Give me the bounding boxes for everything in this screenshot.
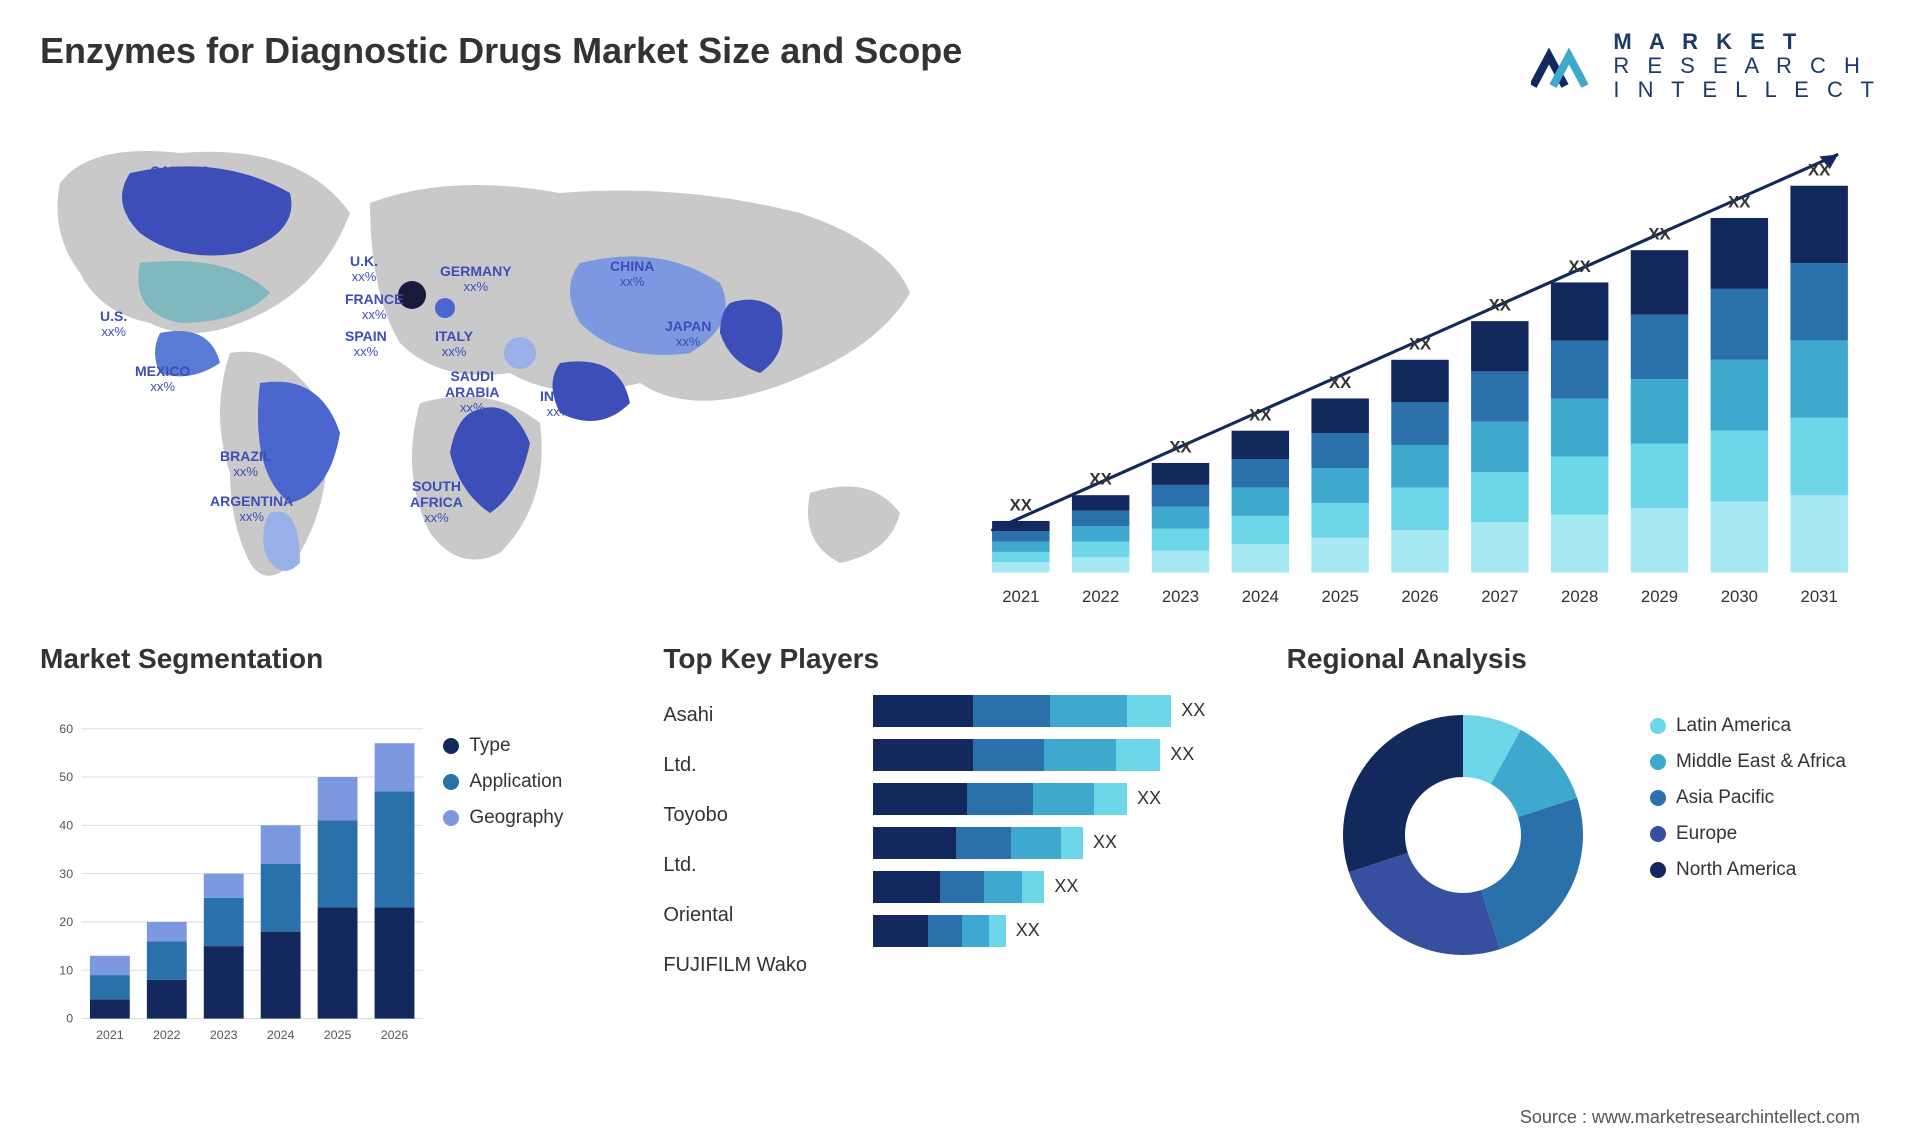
player-value: XX [1054,876,1078,897]
svg-text:2021: 2021 [96,1028,124,1042]
svg-text:2022: 2022 [1082,586,1119,605]
svg-text:2026: 2026 [381,1028,409,1042]
map-label-u-k-: U.K.xx% [350,253,378,284]
svg-text:XX: XX [1489,295,1511,314]
player-value: XX [1170,744,1194,765]
svg-text:XX: XX [1728,192,1750,211]
svg-text:XX: XX [1169,437,1191,456]
player-value: XX [1181,700,1205,721]
map-label-japan: JAPANxx% [665,318,711,349]
map-label-india: INDIAxx% [540,388,578,419]
svg-text:XX: XX [1249,405,1271,424]
region-legend-middle-east-africa: Middle East & Africa [1650,751,1880,773]
main-bar-chart: XX 2021 XX 2022 XX 2023 XX 2024 XX 2025 XX 2026 XX 20… [960,123,1880,625]
svg-text:XX: XX [1648,224,1670,243]
players-panel: Top Key Players Asahi Ltd. Toyobo Ltd. Orien… [663,643,1256,1073]
player-label: Ltd. [663,749,863,781]
segmentation-panel: Market Segmentation 0 10 20 30 40 50 60 2021 202… [40,643,633,1073]
regional-title: Regional Analysis [1287,643,1880,675]
svg-text:20: 20 [59,915,73,929]
svg-text:2023: 2023 [1162,586,1199,605]
map-label-france: FRANCExx% [345,291,403,322]
logo-line-2: R E S E A R C H [1613,54,1880,78]
svg-text:2024: 2024 [1242,586,1279,605]
seg-legend-type: Type [443,735,633,757]
page-title: Enzymes for Diagnostic Drugs Market Size… [40,30,962,72]
player-label: Toyobo [663,799,863,831]
logo-line-1: M A R K E T [1613,30,1880,54]
map-label-u-s-: U.S.xx% [100,308,127,339]
svg-text:2023: 2023 [210,1028,238,1042]
svg-text:XX: XX [1090,469,1112,488]
player-value: XX [1093,832,1117,853]
player-label: FUJIFILM Wako [663,949,863,981]
svg-text:2031: 2031 [1801,586,1838,605]
players-labels: Asahi Ltd. Toyobo Ltd. Oriental FUJIFILM Wako [663,695,863,1073]
map-label-germany: GERMANYxx% [440,263,512,294]
svg-text:XX: XX [1010,495,1032,514]
world-map-region: CANADAxx% U.S.xx% MEXICOxx% BRAZILxx% ARGENT… [40,123,920,603]
svg-text:2030: 2030 [1721,586,1758,605]
map-label-mexico: MEXICOxx% [135,363,190,394]
svg-text:2027: 2027 [1481,586,1518,605]
svg-text:2025: 2025 [1322,586,1359,605]
seg-legend-application: Application [443,771,633,793]
player-bar-row: XX [873,695,1256,727]
region-legend-asia-pacific: Asia Pacific [1650,787,1880,809]
svg-text:30: 30 [59,866,73,880]
player-value: XX [1016,920,1040,941]
player-label: Ltd. [663,849,863,881]
svg-text:10: 10 [59,963,73,977]
svg-text:XX: XX [1409,334,1431,353]
logo-icon [1531,36,1601,96]
svg-text:50: 50 [59,770,73,784]
player-bar-row: XX [873,915,1256,947]
logo-line-3: I N T E L L E C T [1613,78,1880,102]
segmentation-legend: Type Application Geography [443,735,633,1073]
svg-text:2026: 2026 [1401,586,1438,605]
map-label-canada: CANADAxx% [150,163,211,194]
svg-text:40: 40 [59,818,73,832]
player-label: Oriental [663,899,863,931]
svg-text:0: 0 [66,1011,73,1025]
player-bar-row: XX [873,827,1256,859]
svg-text:2029: 2029 [1641,586,1678,605]
main-chart-region: XX 2021 XX 2022 XX 2023 XX 2024 XX 2025 XX 2026 XX 20… [960,123,1880,603]
svg-text:XX: XX [1569,257,1591,276]
svg-text:2025: 2025 [324,1028,352,1042]
region-legend-north-america: North America [1650,859,1880,881]
map-label-saudi-arabia: SAUDIARABIAxx% [445,368,499,415]
players-bars: XX XX XX XX XX XX [873,695,1256,1073]
svg-text:2024: 2024 [267,1028,295,1042]
source-footer: Source : www.marketresearchintellect.com [1520,1107,1860,1128]
region-legend-europe: Europe [1650,823,1880,845]
players-title: Top Key Players [663,643,1256,675]
svg-text:XX: XX [1329,373,1351,392]
logo: M A R K E T R E S E A R C H I N T E L L … [1531,30,1880,103]
svg-text:60: 60 [59,721,73,735]
segmentation-title: Market Segmentation [40,643,633,675]
map-label-argentina: ARGENTINAxx% [210,493,293,524]
segmentation-chart: 0 10 20 30 40 50 60 2021 2022 2023 2024 2025 2026 [40,695,433,1073]
svg-text:2028: 2028 [1561,586,1598,605]
regional-legend: Latin America Middle East & Africa Asia Pa… [1650,715,1880,1073]
region-legend-latin-america: Latin America [1650,715,1880,737]
seg-legend-geography: Geography [443,807,633,829]
player-value: XX [1137,788,1161,809]
map-label-spain: SPAINxx% [345,328,387,359]
player-bar-row: XX [873,783,1256,815]
map-label-china: CHINAxx% [610,258,654,289]
map-label-brazil: BRAZILxx% [220,448,271,479]
map-label-italy: ITALYxx% [435,328,473,359]
player-label: Asahi [663,699,863,731]
map-label-south-africa: SOUTHAFRICAxx% [410,478,463,525]
regional-panel: Regional Analysis Latin America Middle Ea… [1287,643,1880,1073]
svg-text:2022: 2022 [153,1028,181,1042]
regional-donut-chart [1323,695,1603,975]
svg-text:2021: 2021 [1002,586,1039,605]
player-bar-row: XX [873,739,1256,771]
player-bar-row: XX [873,871,1256,903]
svg-text:XX: XX [1808,160,1830,179]
